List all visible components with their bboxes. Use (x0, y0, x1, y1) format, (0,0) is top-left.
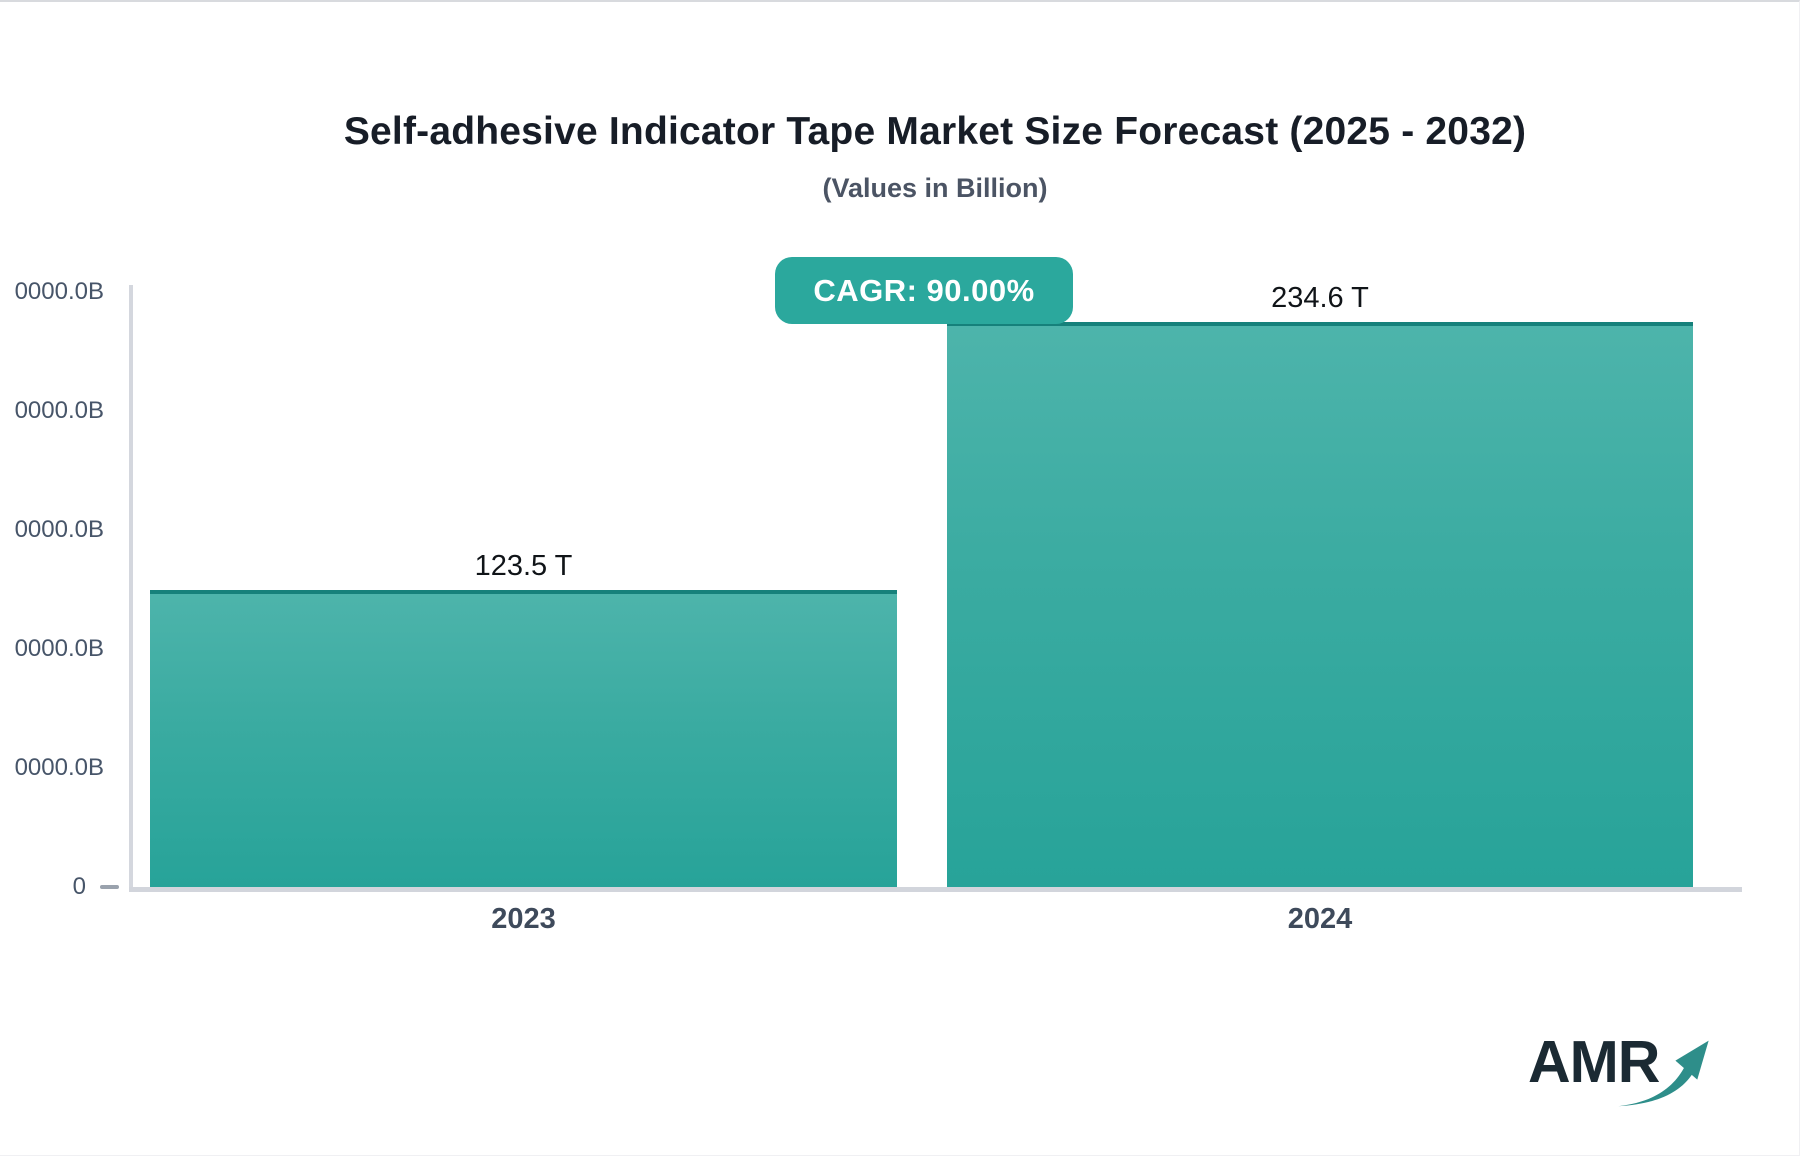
amr-logo: AMR (1528, 1032, 1718, 1112)
chart-subtitle-wrap: (Values in Billion) (130, 173, 1740, 204)
bar-2024 (947, 322, 1693, 887)
bar-value-label: 123.5 T (474, 550, 573, 582)
y-axis-tick-label: 0000.0B (14, 278, 104, 305)
y-axis-tick-label: 0000.0B (14, 516, 104, 543)
cagr-badge-label: CAGR: 90.00% (813, 272, 1035, 308)
x-axis-label-2023: 2023 (491, 903, 556, 935)
y-axis-zero-tick (100, 885, 119, 889)
bar-value-label: 234.6 T (1271, 282, 1369, 314)
x-axis-label-2024: 2024 (1287, 903, 1353, 935)
y-axis-zero-label: 0 (72, 873, 86, 900)
trend-up-arrow-icon (1618, 1040, 1709, 1107)
y-axis-line (129, 285, 133, 891)
amr-logo-text: AMR (1528, 1029, 1660, 1095)
chart-title: Self-adhesive Indicator Tape Market Size… (343, 110, 1527, 153)
chart-subtitle: (Values in Billion) (822, 173, 1048, 203)
cagr-badge: CAGR: 90.00% (775, 257, 1073, 324)
bar-2023 (150, 590, 897, 887)
y-axis-tick-label: 0000.0B (14, 397, 104, 424)
y-axis-tick-label: 0000.0B (14, 754, 104, 781)
x-axis-line (129, 887, 1742, 892)
y-axis-tick-label: 0000.0B (14, 635, 104, 662)
page-title: Self-adhesive Indicator Tape Market Size… (130, 110, 1740, 154)
